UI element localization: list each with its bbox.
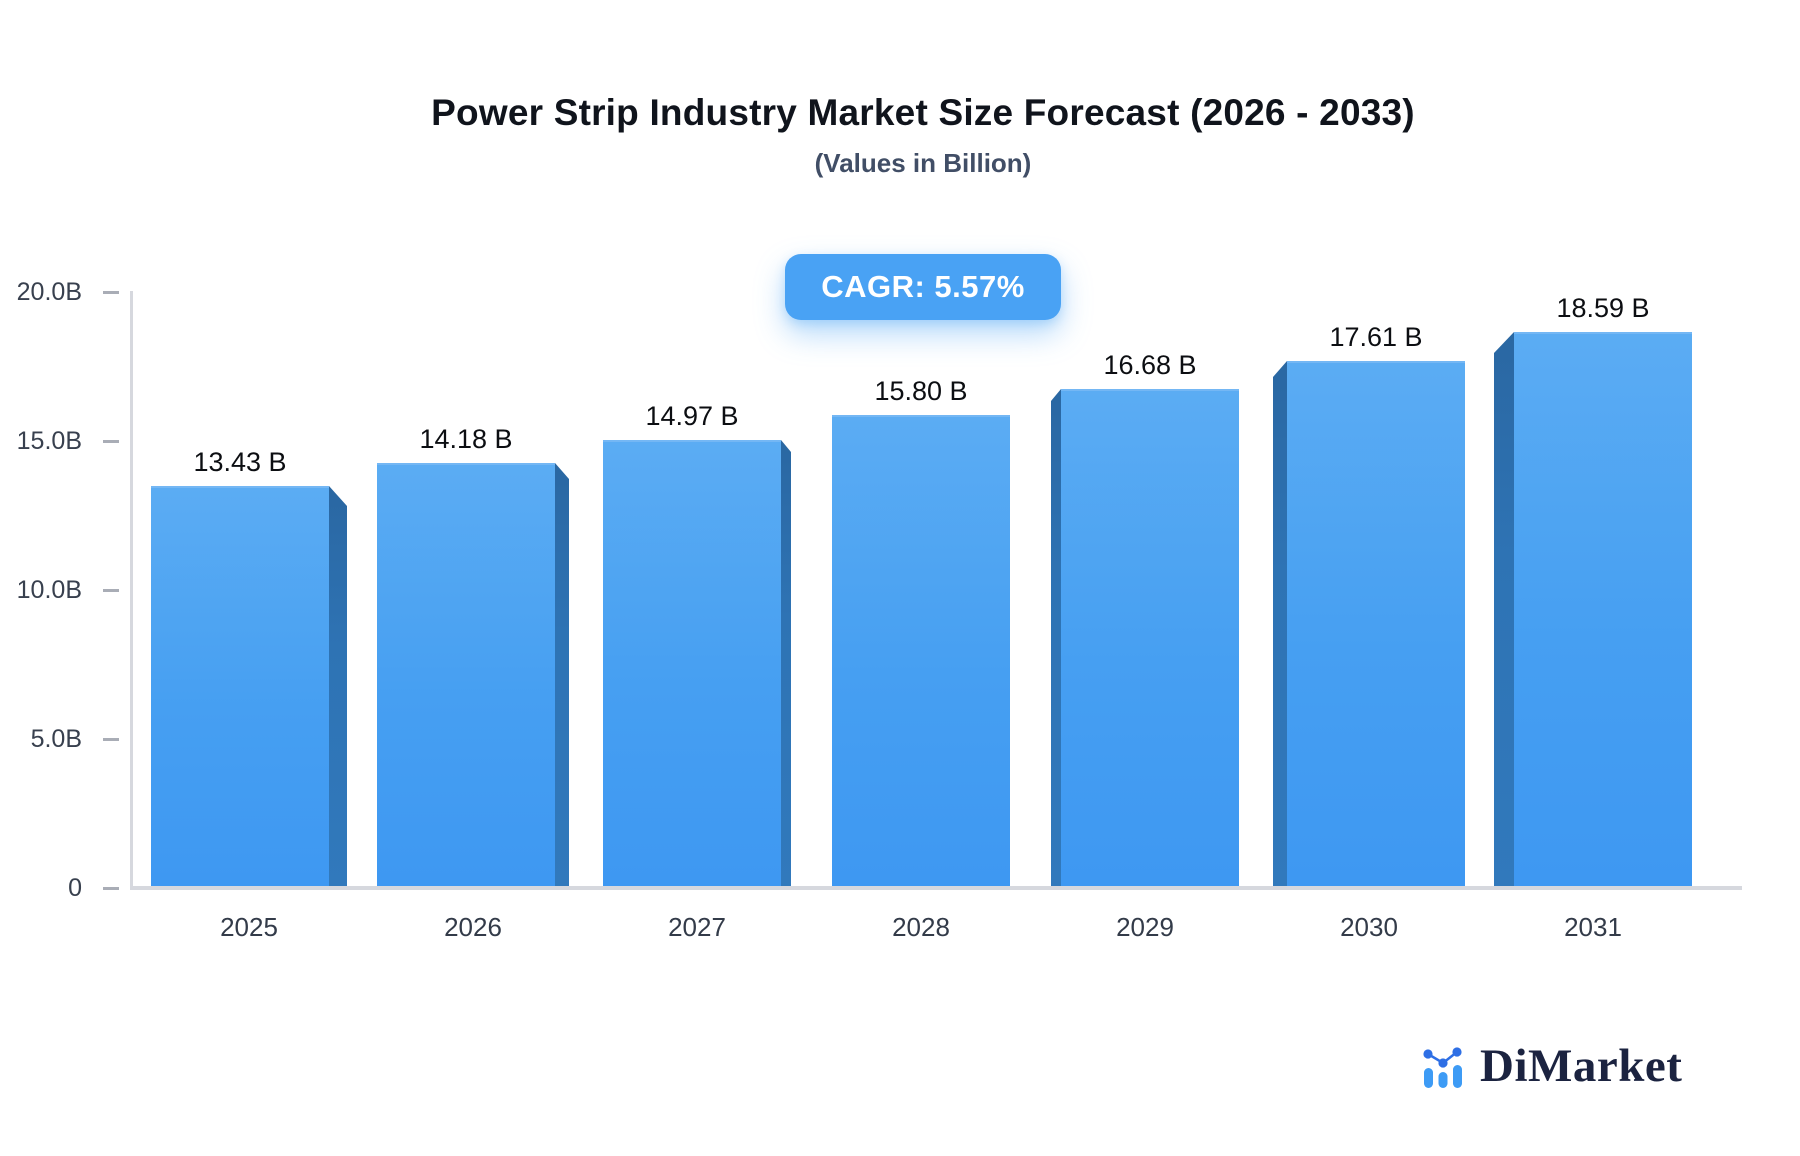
bar-front-face	[1514, 332, 1692, 886]
bar-side-face	[329, 486, 347, 886]
x-axis-label: 2029	[1116, 912, 1174, 942]
bar-front-face	[832, 415, 1010, 886]
bar-2029[interactable]: 16.68 B	[1051, 350, 1239, 886]
dimarket-logo-text: DiMarket	[1480, 1040, 1683, 1092]
x-axis-label: 2028	[892, 912, 950, 942]
y-axis-tick-label: 0	[68, 874, 82, 902]
dimarket-logo: DiMarket	[1420, 1040, 1682, 1092]
x-axis-label: 2031	[1564, 912, 1622, 942]
x-axis-label: 2027	[668, 912, 726, 942]
chart-subtitle: (Values in Billion)	[814, 148, 1032, 178]
y-axis-tick-mark	[103, 887, 119, 890]
bar-chart-logo-icon	[1423, 1047, 1462, 1088]
bar-value-label: 14.18 B	[419, 424, 513, 454]
bar-front-face	[1061, 389, 1239, 886]
bar-side-face	[1051, 389, 1061, 886]
bar-value-label: 18.59 B	[1556, 293, 1650, 323]
bar-2027[interactable]: 14.97 B	[603, 401, 791, 886]
bar-front-face	[1287, 361, 1465, 886]
x-axis-line	[130, 886, 1742, 890]
bar-2028[interactable]: 15.80 B	[832, 376, 1010, 886]
bar-2030[interactable]: 17.61 B	[1273, 322, 1465, 886]
bar-side-face	[781, 440, 791, 886]
bar-2025[interactable]: 13.43 B	[151, 447, 347, 886]
bar-front-face	[151, 486, 329, 886]
y-axis-tick-mark	[103, 291, 119, 294]
y-axis-tick-label: 10.0B	[16, 576, 82, 604]
cagr-badge-row: CAGR: 5.57%	[130, 254, 1716, 320]
bar-side-face	[1494, 332, 1514, 886]
bar-2026[interactable]: 14.18 B	[377, 424, 569, 886]
y-axis-tick-mark	[103, 738, 119, 741]
bar-2031[interactable]: 18.59 B	[1494, 293, 1692, 886]
bar-side-face	[555, 463, 569, 886]
bar-side-face	[1273, 361, 1287, 886]
bar-value-label: 17.61 B	[1329, 322, 1423, 352]
y-axis-tick-mark	[103, 589, 119, 592]
bar-value-label: 16.68 B	[1103, 350, 1197, 380]
y-axis-line	[130, 291, 133, 888]
bar-front-face	[377, 463, 555, 886]
bar-value-label: 14.97 B	[645, 401, 739, 431]
bar-value-label: 15.80 B	[874, 376, 968, 406]
bar-front-face	[603, 440, 781, 886]
y-axis-tick-label: 5.0B	[30, 725, 82, 753]
x-axis-label: 2025	[220, 912, 278, 942]
bar-value-label: 13.43 B	[193, 447, 287, 477]
y-axis-tick-mark	[103, 440, 119, 443]
chart-title: Power Strip Industry Market Size Forecas…	[431, 92, 1415, 133]
x-axis-label: 2026	[444, 912, 502, 942]
cagr-badge: CAGR: 5.57%	[785, 254, 1061, 320]
y-axis-tick-label: 15.0B	[16, 427, 82, 455]
y-axis-tick-label: 20.0B	[16, 278, 82, 306]
x-axis-label: 2030	[1340, 912, 1398, 942]
